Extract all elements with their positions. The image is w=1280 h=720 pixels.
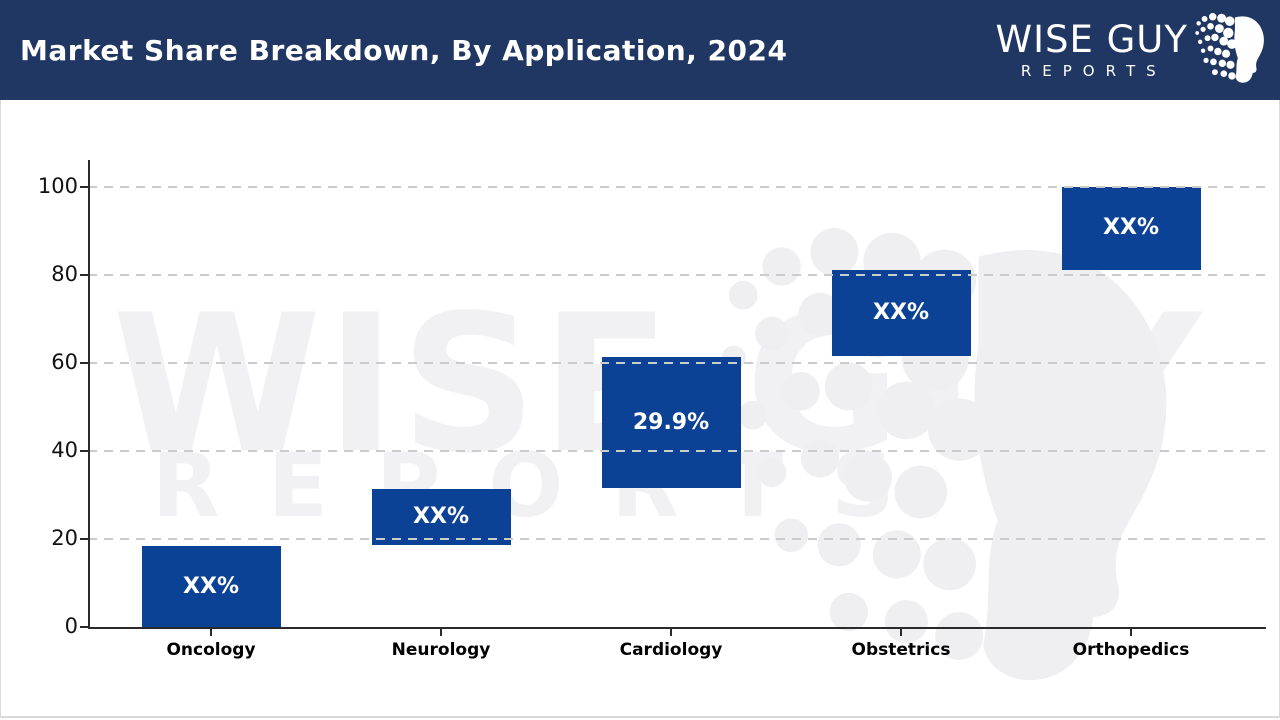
y-tick-label-80: 80 bbox=[51, 262, 78, 286]
bar-value-label: XX% bbox=[413, 503, 469, 529]
x-tick-mark bbox=[210, 628, 212, 636]
logo-wordmark: WISE GUY bbox=[995, 17, 1188, 61]
chart-canvas: WISE GUY REPORTS XX%OncologyXX%Neurology… bbox=[0, 100, 1280, 720]
gridline-100 bbox=[88, 186, 1266, 188]
y-tick-mark bbox=[80, 274, 88, 276]
logo-head-icon bbox=[1195, 13, 1264, 83]
bar-cardiology bbox=[601, 356, 741, 489]
gridline-80 bbox=[88, 274, 1266, 276]
logo-subtext: REPORTS bbox=[1020, 61, 1167, 80]
y-tick-mark bbox=[80, 450, 88, 452]
y-tick-label-0: 0 bbox=[64, 614, 78, 638]
bar-value-label: XX% bbox=[873, 299, 929, 325]
logo-text: WISE GUY REPORTS bbox=[996, 21, 1188, 80]
y-tick-label-60: 60 bbox=[51, 350, 78, 374]
x-tick-mark bbox=[1130, 628, 1132, 636]
gridline-60 bbox=[88, 362, 1266, 364]
y-tick-mark bbox=[80, 538, 88, 540]
y-tick-mark bbox=[80, 186, 88, 188]
y-tick-label-40: 40 bbox=[51, 438, 78, 462]
x-axis-label-neurology: Neurology bbox=[391, 640, 491, 660]
x-tick-mark bbox=[440, 628, 442, 636]
wise-guy-logo: WISE GUY REPORTS bbox=[996, 7, 1266, 93]
x-axis-label-obstetrics: Obstetrics bbox=[851, 640, 951, 660]
bar-neurology bbox=[371, 488, 511, 546]
bar-oncology bbox=[141, 545, 281, 627]
y-tick-label-20: 20 bbox=[51, 526, 78, 550]
bar-value-label: XX% bbox=[183, 573, 239, 599]
y-tick-mark bbox=[80, 362, 88, 364]
gridline-40 bbox=[88, 450, 1266, 452]
page-title: Market Share Breakdown, By Application, … bbox=[20, 33, 788, 67]
x-axis-line bbox=[88, 627, 1266, 629]
bar-obstetrics bbox=[831, 269, 971, 357]
bottom-rule bbox=[0, 716, 1280, 718]
x-axis-label-cardiology: Cardiology bbox=[619, 640, 723, 660]
x-tick-mark bbox=[670, 628, 672, 636]
x-tick-mark bbox=[900, 628, 902, 636]
y-axis-line bbox=[88, 160, 90, 629]
bar-value-label: XX% bbox=[1103, 215, 1159, 240]
x-axis-label-oncology: Oncology bbox=[166, 640, 256, 660]
y-tick-mark bbox=[80, 626, 88, 628]
gridline-20 bbox=[88, 538, 1266, 540]
y-tick-label-100: 100 bbox=[37, 174, 78, 198]
header: Market Share Breakdown, By Application, … bbox=[0, 0, 1280, 100]
x-axis-label-orthopedics: Orthopedics bbox=[1072, 640, 1190, 660]
bar-value-label: 29.9% bbox=[632, 409, 710, 435]
bar-orthopedics bbox=[1061, 187, 1201, 270]
